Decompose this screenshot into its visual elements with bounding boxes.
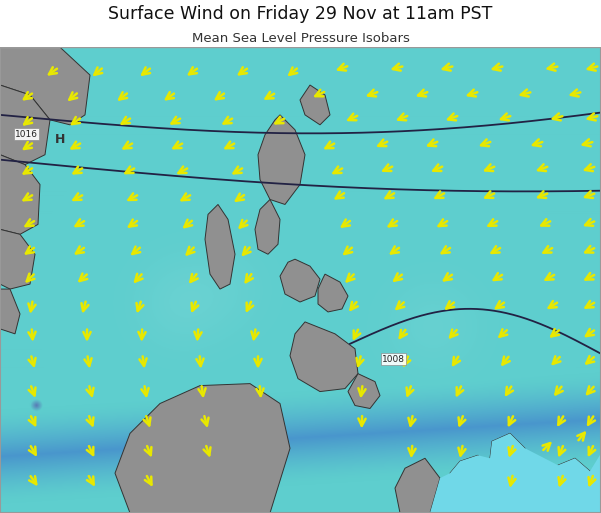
- Text: Surface Wind on Friday 29 Nov at 11am PST: Surface Wind on Friday 29 Nov at 11am PS…: [108, 5, 493, 23]
- Polygon shape: [290, 322, 358, 391]
- Polygon shape: [115, 384, 290, 513]
- Polygon shape: [0, 229, 35, 289]
- Text: 1008: 1008: [382, 354, 405, 364]
- Polygon shape: [205, 205, 235, 289]
- Polygon shape: [0, 85, 50, 165]
- Polygon shape: [255, 200, 280, 254]
- Polygon shape: [318, 274, 348, 312]
- Polygon shape: [348, 373, 380, 408]
- Polygon shape: [0, 155, 40, 234]
- Text: 1016: 1016: [15, 130, 38, 139]
- Polygon shape: [0, 289, 20, 334]
- Polygon shape: [0, 47, 90, 125]
- Text: Mean Sea Level Pressure Isobars: Mean Sea Level Pressure Isobars: [192, 32, 409, 45]
- Polygon shape: [300, 85, 330, 125]
- Polygon shape: [450, 455, 490, 495]
- Polygon shape: [430, 433, 601, 513]
- Polygon shape: [258, 115, 305, 205]
- Polygon shape: [395, 458, 440, 513]
- Polygon shape: [280, 259, 320, 302]
- Text: H: H: [55, 133, 65, 146]
- Polygon shape: [555, 458, 590, 493]
- Polygon shape: [490, 433, 525, 468]
